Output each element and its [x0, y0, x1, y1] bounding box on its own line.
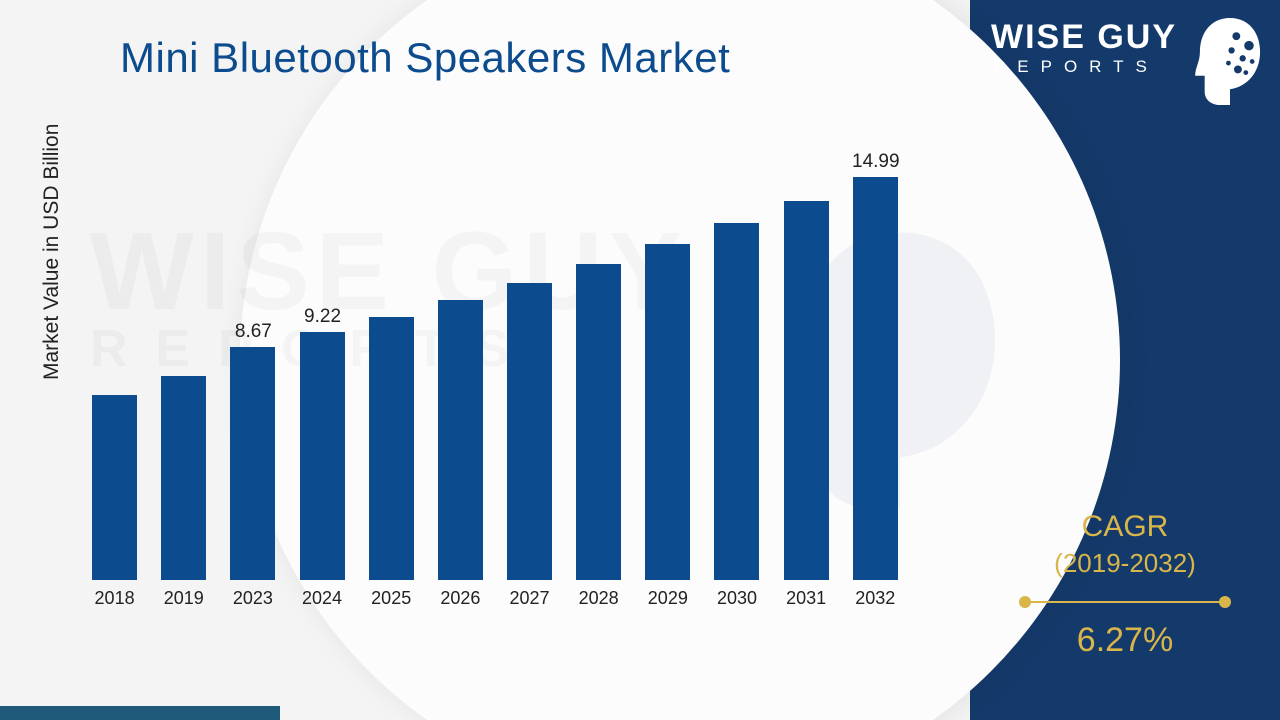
x-tick-label: 2026	[433, 588, 488, 609]
bar-value-label: 14.99	[836, 151, 916, 173]
bar-slot	[87, 395, 142, 580]
bar	[853, 177, 898, 580]
bottom-accent-bar	[0, 706, 280, 720]
bar-slot	[571, 264, 626, 580]
bar-slot: 8.67	[225, 347, 280, 580]
bar	[714, 223, 759, 580]
cagr-block: CAGR (2019-2032) 6.27%	[1000, 510, 1250, 660]
bar	[784, 201, 829, 580]
x-tick-label: 2023	[225, 588, 280, 609]
bar-value-label: 9.22	[283, 306, 363, 328]
x-tick-label: 2030	[709, 588, 764, 609]
bar-slot: 9.22	[295, 332, 350, 580]
bar-slot: 14.99	[848, 177, 903, 580]
bar	[92, 395, 137, 580]
bar-slot	[156, 376, 211, 580]
x-tick-label: 2018	[87, 588, 142, 609]
x-tick-label: 2024	[295, 588, 350, 609]
bar-slot	[640, 244, 695, 580]
chart-area: 8.679.2214.99	[80, 150, 910, 580]
bar-slot	[364, 317, 419, 580]
bar	[576, 264, 621, 580]
chart-title: Mini Bluetooth Speakers Market	[120, 34, 730, 82]
cagr-value: 6.27%	[1000, 621, 1250, 660]
bar-slot	[779, 201, 834, 580]
cagr-range: (2019-2032)	[1000, 548, 1250, 579]
x-tick-label: 2028	[571, 588, 626, 609]
y-axis-label: Market Value in USD Billion	[40, 124, 64, 380]
x-axis-ticks: 2018 2019 2023 2024 2025 2026 2027 2028 2029 2030…	[80, 588, 910, 609]
bars-container: 8.679.2214.99	[80, 150, 910, 580]
bar	[300, 332, 345, 580]
page-root: WISE GUYREPORTS Mini Bluetooth Speakers …	[0, 0, 1280, 720]
x-tick-label: 2027	[502, 588, 557, 609]
bar	[161, 376, 206, 580]
bar	[645, 244, 690, 580]
bar	[507, 283, 552, 581]
brand-head-icon	[1190, 14, 1270, 109]
x-tick-label: 2029	[640, 588, 695, 609]
bar	[438, 300, 483, 580]
cagr-divider	[1025, 601, 1225, 603]
brand-line1: WISE GUY	[991, 18, 1177, 56]
bar-slot	[502, 283, 557, 581]
bar-value-label: 8.67	[213, 321, 293, 343]
bar	[230, 347, 275, 580]
cagr-title: CAGR	[1000, 510, 1250, 544]
x-tick-label: 2032	[848, 588, 903, 609]
bar	[369, 317, 414, 580]
bar-slot	[433, 300, 488, 580]
x-tick-label: 2019	[156, 588, 211, 609]
x-tick-label: 2025	[364, 588, 419, 609]
x-tick-label: 2031	[779, 588, 834, 609]
bar-slot	[709, 223, 764, 580]
